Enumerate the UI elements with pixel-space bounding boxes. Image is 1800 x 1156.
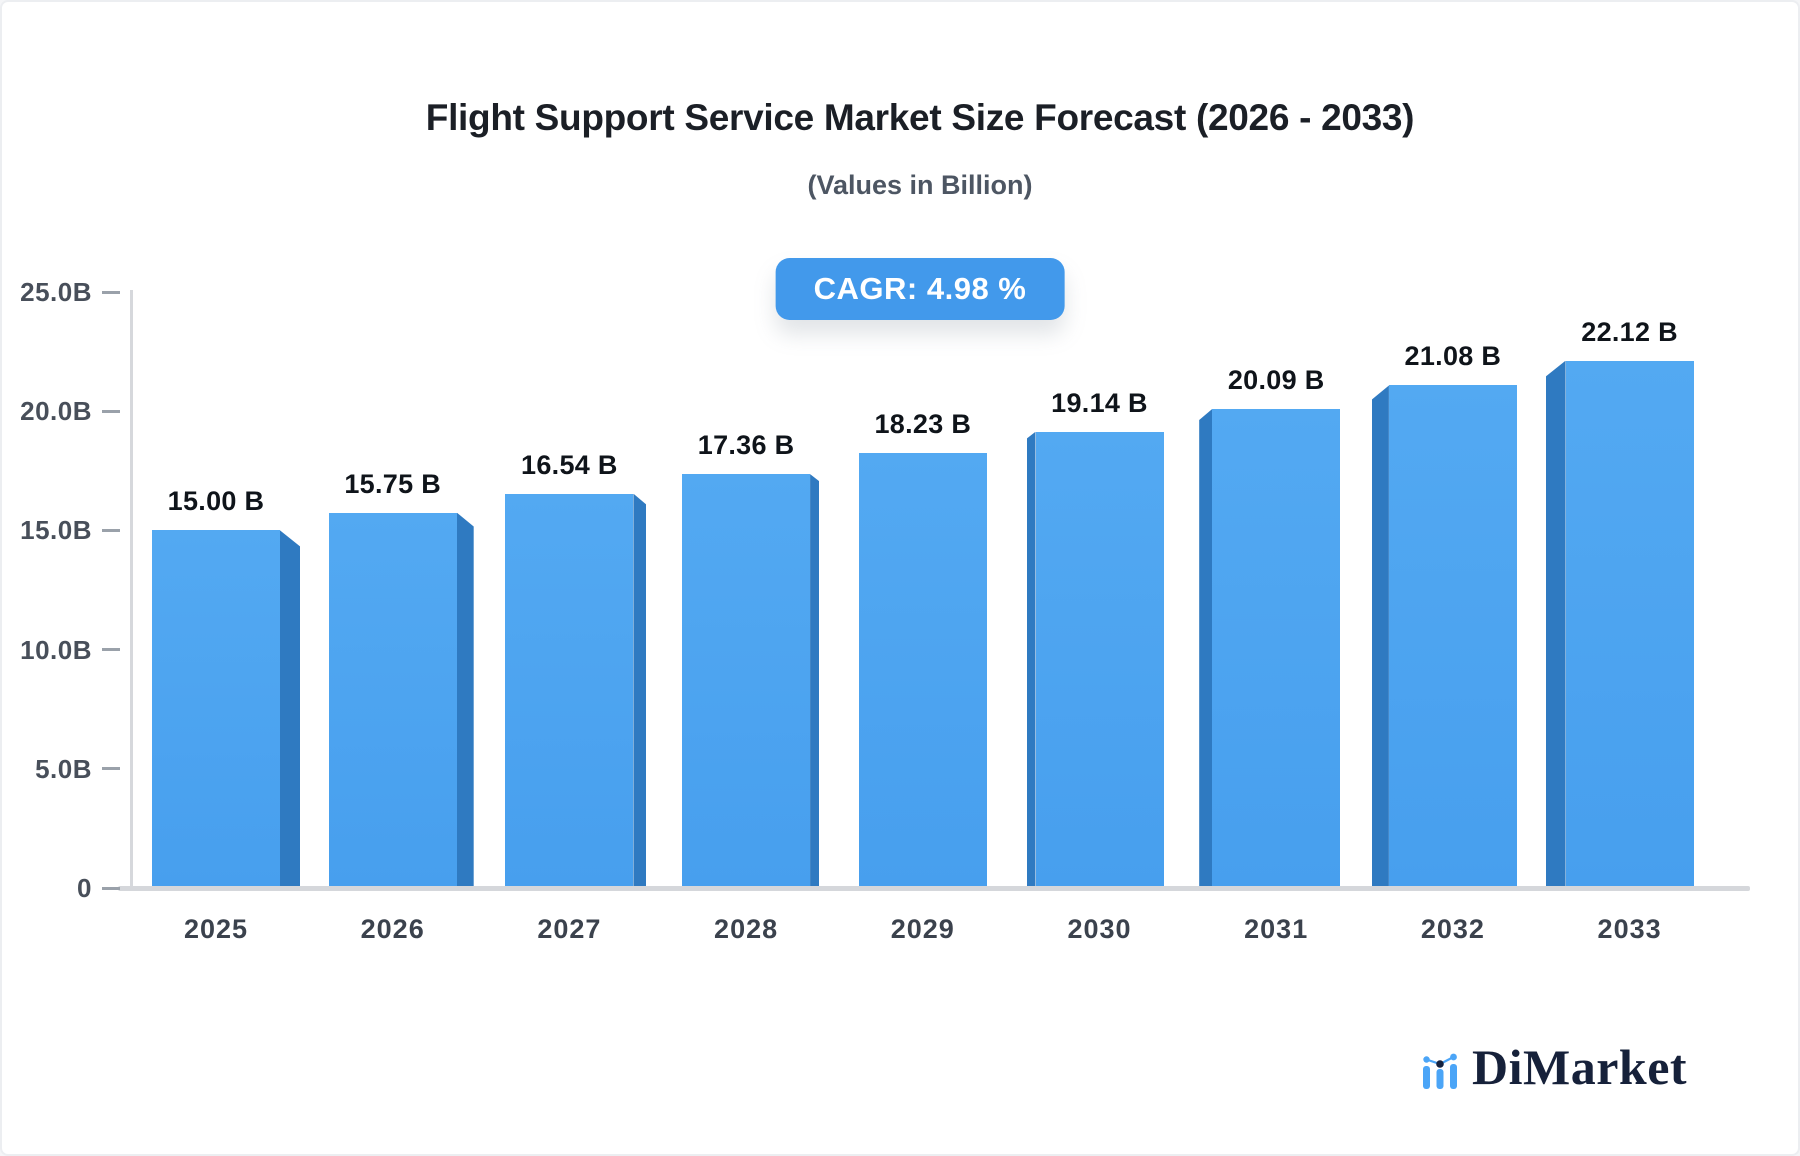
- x-axis-label-2028: 2028: [714, 914, 779, 944]
- x-axis-label-2033: 2033: [1597, 914, 1662, 944]
- y-tick-label: 25.0B: [20, 277, 92, 307]
- bar-2026: [328, 512, 457, 886]
- bar-side-face-2030: [1026, 431, 1036, 886]
- y-tick-mark: [102, 528, 120, 532]
- bar-value-label-2031: 20.09 B: [1227, 365, 1325, 396]
- bar-2025: [152, 530, 280, 886]
- x-axis-label-2030: 2030: [1067, 914, 1132, 944]
- bar-value-label-2026: 15.75 B: [344, 468, 442, 499]
- bar-2028: [682, 474, 811, 886]
- bar-2029: [858, 453, 987, 886]
- bar-value-label-2030: 19.14 B: [1051, 387, 1148, 418]
- y-tick-mark: [102, 767, 120, 771]
- bar-2032: [1388, 385, 1517, 886]
- bar-2030: [1035, 431, 1164, 886]
- bar-value-label-2032: 21.08 B: [1404, 341, 1502, 372]
- y-tick-label: 10.0B: [20, 634, 92, 665]
- bar-side-face-2027: [633, 493, 647, 886]
- x-axis-label-2027: 2027: [537, 914, 602, 944]
- y-tick-mark: [102, 648, 120, 652]
- bar-side-face-2032: [1371, 385, 1389, 886]
- y-tick-label: 15.0B: [20, 515, 92, 546]
- y-tick-mark: [102, 290, 120, 294]
- cagr-badge: CAGR: 4.98 %: [775, 258, 1065, 320]
- bar-2027: [505, 493, 634, 886]
- bar-side-face-2033: [1545, 360, 1566, 886]
- bar-side-face-2025: [280, 530, 300, 886]
- bar-side-face-2026: [456, 512, 474, 886]
- bar-value-label-2028: 17.36 B: [697, 430, 795, 461]
- bar-value-label-2027: 16.54 B: [521, 449, 618, 480]
- chart-subtitle: (Values in Billion): [807, 170, 1033, 200]
- x-axis-label-2029: 2029: [890, 914, 955, 944]
- x-axis-label-2031: 2031: [1244, 914, 1309, 944]
- brand-logo: DiMarket: [1422, 1039, 1688, 1095]
- y-tick-label: 0: [77, 873, 92, 903]
- x-axis-label-2025: 2025: [183, 914, 249, 944]
- x-axis-label-2026: 2026: [360, 914, 425, 944]
- dimarket-logo-icon: [1423, 1053, 1457, 1089]
- bar-side-face-2028: [810, 474, 820, 886]
- brand-name: DiMarket: [1472, 1039, 1688, 1095]
- bar-value-label-2029: 18.23 B: [874, 409, 972, 440]
- x-axis-label-2032: 2032: [1420, 914, 1485, 944]
- chart-title: Flight Support Service Market Size Forec…: [425, 97, 1415, 138]
- bar-2031: [1212, 409, 1341, 886]
- y-axis-line: [130, 290, 133, 891]
- y-tick-mark: [102, 886, 120, 890]
- y-tick-mark: [102, 409, 120, 413]
- bar-side-face-2031: [1199, 409, 1213, 886]
- bar-value-label-2033: 22.12 B: [1581, 316, 1678, 347]
- bar-value-label-2025: 15.00 B: [167, 486, 265, 517]
- bar-2033: [1565, 360, 1694, 886]
- x-axis-line: [118, 886, 1750, 891]
- y-tick-label: 5.0B: [35, 753, 92, 784]
- y-tick-label: 20.0B: [20, 396, 92, 427]
